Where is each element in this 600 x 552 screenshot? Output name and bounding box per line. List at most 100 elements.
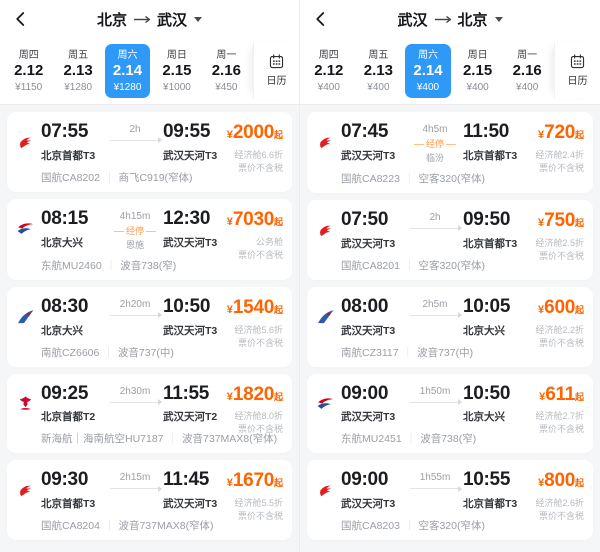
route-from: 武汉 — [397, 11, 428, 29]
date-tab[interactable]: 周四 2.12 ¥400 — [306, 44, 352, 98]
aircraft-type: 商飞C919(窄体) — [118, 171, 193, 184]
flight-card[interactable]: 07:55 北京首都T3 2h 0 — [7, 111, 292, 192]
cabin-discount-note: 经济舱2.4折 — [535, 149, 584, 160]
air-china-logo-icon — [13, 470, 41, 533]
tab-price: ¥1280 — [64, 81, 93, 93]
flight-number: 南航CZ6606 — [41, 346, 100, 359]
route-title[interactable]: 武汉 北京 — [397, 9, 503, 30]
nonstop-arrow-line — [409, 399, 463, 406]
flight-number: 国航CA8202 — [41, 171, 100, 184]
calendar-button[interactable]: 日历 — [253, 42, 299, 98]
cabin-discount-note: 经济舱2.5折 — [535, 237, 584, 248]
chevron-left-icon — [16, 12, 25, 26]
route-to: 北京 — [457, 11, 488, 29]
panel-header: 北京 武汉 — [0, 0, 299, 38]
flight-card[interactable]: 08:30 北京大兴 2h20m — [7, 286, 292, 367]
calendar-button[interactable]: 日历 — [554, 42, 600, 98]
arrival-time: 10:50 — [463, 382, 511, 404]
date-tab[interactable]: 周五 2.13 ¥400 — [356, 44, 402, 98]
price-from-suffix: 起 — [574, 304, 584, 315]
currency-symbol: ¥ — [226, 303, 233, 316]
date-tab[interactable]: 周日 2.15 ¥400 — [455, 44, 501, 98]
tab-date: 2.12 — [14, 62, 44, 79]
air-china-logo-icon — [313, 122, 341, 186]
flight-duration: 1h55m — [419, 472, 451, 484]
divider: ｜ — [405, 433, 417, 446]
date-tab[interactable]: 周五 2.13 ¥1280 — [55, 44, 100, 98]
price-from-suffix: 起 — [273, 129, 283, 140]
departure-airport: 武汉天河T3 — [341, 149, 396, 162]
price: ¥2000起 — [203, 122, 283, 144]
price: ¥720起 — [504, 122, 584, 144]
date-tab[interactable]: 周一 2.16 ¥450 — [204, 44, 249, 98]
china-eastern-logo-icon — [13, 209, 41, 273]
divider: ｜ — [402, 346, 414, 359]
arrival-time: 12:30 — [163, 207, 211, 229]
route-arrow-icon — [434, 15, 452, 24]
cabin-discount-note: 经济舱6.6折 — [234, 149, 283, 160]
route-title[interactable]: 北京 武汉 — [97, 9, 203, 30]
currency-symbol: ¥ — [539, 390, 546, 403]
date-tab[interactable]: 周日 2.15 ¥1000 — [154, 44, 199, 98]
nonstop-arrow-line — [409, 312, 463, 319]
arrival-airport: 北京首都T3 — [463, 498, 518, 511]
price-from-suffix: 起 — [574, 129, 584, 140]
divider: ｜ — [103, 520, 115, 533]
flight-card[interactable]: 07:45 武汉天河T3 4h5m 经停 临汾 — [307, 111, 593, 193]
arrival-airport: 武汉天河T2 — [163, 411, 218, 424]
tab-date: 2.16 — [512, 62, 542, 79]
price: ¥1820起 — [203, 384, 283, 406]
price-from-suffix: 起 — [273, 391, 283, 402]
flight-card[interactable]: 09:30 北京首都T3 2h15m — [7, 460, 292, 541]
flight-number: 国航CA8203 — [341, 520, 400, 533]
date-tab[interactable]: 周六 2.14 ¥1280 — [104, 44, 151, 98]
flight-card[interactable]: 08:00 武汉天河T3 2h5m — [307, 286, 593, 367]
date-tab[interactable]: 周四 2.12 ¥1150 — [6, 44, 51, 98]
departure-time: 09:25 — [41, 382, 89, 404]
calendar-label: 日历 — [567, 75, 588, 87]
arrival-airport: 武汉天河T3 — [163, 236, 218, 249]
flight-duration: 4h15m — [119, 210, 151, 222]
date-tab[interactable]: 周一 2.16 ¥400 — [504, 44, 550, 98]
tax-note: 票价不含税 — [237, 337, 283, 348]
flight-card[interactable]: 09:00 武汉天河T3 1h50m — [307, 373, 593, 454]
flight-number: 东航MU2451 — [341, 433, 402, 446]
date-tabs: 周四 2.12 ¥1150 周五 2.13 ¥1280 周六 2.14 ¥128… — [0, 42, 253, 104]
flight-number: 新海航｜海南航空HU7187 — [41, 433, 164, 446]
arrival-airport: 北京大兴 — [463, 411, 505, 424]
nonstop-arrow-line — [409, 485, 463, 492]
flight-number: 国航CA8204 — [41, 520, 100, 533]
departure-airport: 北京首都T3 — [41, 498, 96, 511]
tab-date: 2.15 — [462, 62, 493, 79]
tax-note: 票价不含税 — [538, 511, 584, 522]
tax-note: 票价不含税 — [538, 250, 584, 261]
price-amount: 800 — [544, 470, 575, 492]
tab-weekday: 周六 — [117, 50, 138, 61]
departure-airport: 北京首都T2 — [41, 411, 96, 424]
flight-duration: 4h5m — [422, 123, 448, 135]
flight-duration: 2h — [429, 211, 441, 223]
aircraft-type: 空客320(窄体) — [418, 520, 485, 533]
flight-card[interactable]: 09:00 武汉天河T3 1h55m — [307, 460, 593, 541]
route-to: 武汉 — [157, 11, 188, 29]
flight-card[interactable]: 08:15 北京大兴 4h15m 经停 恩施 — [7, 198, 292, 280]
tab-price: ¥400 — [416, 81, 440, 93]
departure-time: 07:45 — [341, 120, 389, 142]
departure-time: 09:30 — [41, 469, 89, 491]
price-from-suffix: 起 — [574, 391, 584, 402]
tab-weekday: 周四 — [318, 50, 339, 61]
tab-date: 2.13 — [63, 62, 93, 79]
tab-price: ¥1280 — [113, 81, 142, 93]
china-southern-logo-icon — [13, 297, 41, 360]
currency-symbol: ¥ — [226, 215, 233, 228]
departure-airport: 武汉天河T3 — [341, 411, 396, 424]
arrival-time: 09:55 — [163, 120, 211, 142]
flight-card[interactable]: 09:25 北京首都T2 2h30m — [7, 373, 292, 454]
date-tab[interactable]: 周六 2.14 ¥400 — [405, 44, 451, 98]
back-button[interactable] — [310, 8, 332, 30]
divider: ｜ — [403, 172, 415, 185]
date-tabs: 周四 2.12 ¥400 周五 2.13 ¥400 周六 2.14 ¥400 周… — [300, 42, 554, 104]
back-button[interactable] — [10, 8, 32, 30]
arrival-airport: 武汉天河T3 — [163, 324, 218, 337]
flight-card[interactable]: 07:50 武汉天河T3 2h 0 — [307, 199, 593, 280]
